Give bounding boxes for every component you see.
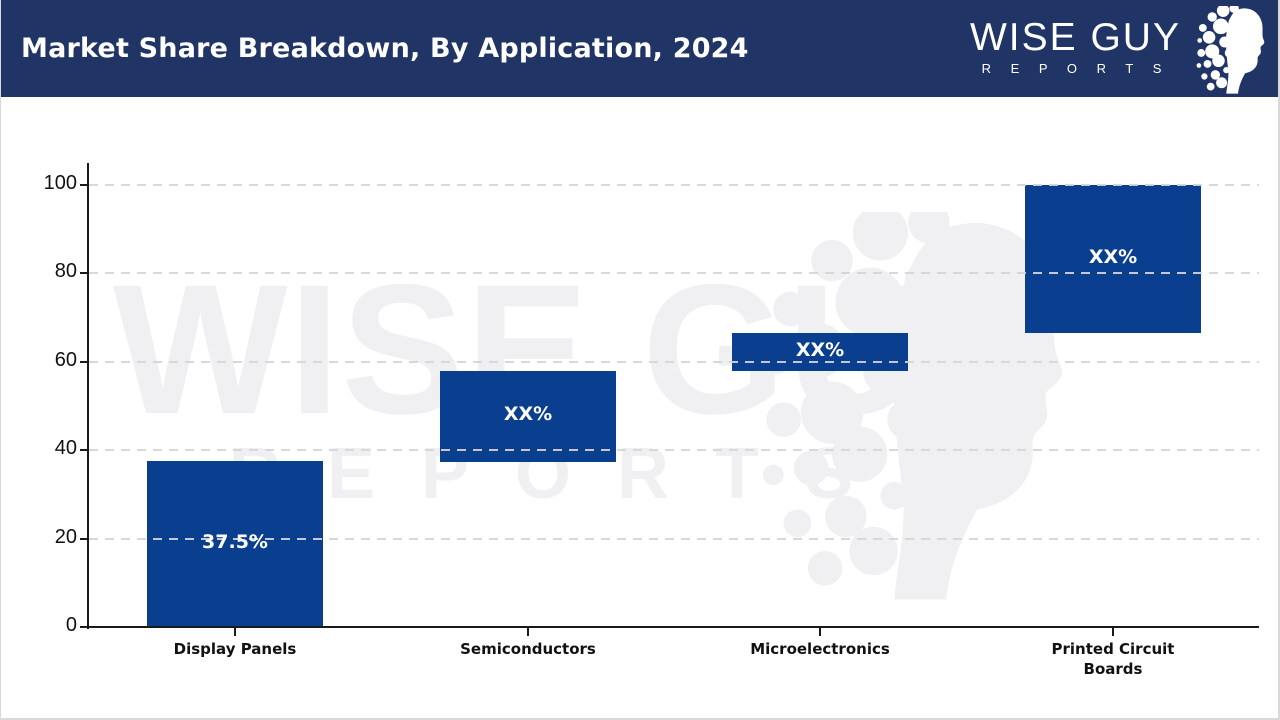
logo-subtitle: R E P O R T S (981, 61, 1170, 76)
x-tick-label: Microelectronics (750, 640, 890, 658)
grid-line (89, 272, 1259, 275)
y-tick-label: 60 (54, 348, 77, 371)
y-tick-label: 0 (65, 614, 77, 636)
x-axis-line (87, 626, 1259, 628)
grid-line (89, 537, 1259, 540)
bar-segment (1025, 185, 1201, 333)
x-tick-label: Printed Circuit Boards (1051, 640, 1175, 678)
logo-name: WISE GUY (969, 16, 1181, 59)
x-axis-tick (234, 628, 236, 636)
wiseguy-logo-text: WISE GUY R E P O R T S (970, 16, 1181, 76)
bar-segment (440, 371, 616, 462)
y-axis-tick (80, 272, 88, 275)
y-axis-tick (80, 537, 88, 540)
wiseguy-logo: WISE GUY R E P O R T S (970, 4, 1269, 94)
y-axis-tick (80, 360, 88, 363)
x-tick-label: Semiconductors (460, 640, 596, 658)
bar-value-label: XX% (795, 339, 845, 361)
y-tick-label: 100 (43, 172, 77, 194)
header-bar: Market Share Breakdown, By Application, … (1, 0, 1278, 97)
y-axis-line (87, 163, 89, 629)
grid-line (89, 184, 1259, 186)
wiseguy-head-logo-icon (1196, 6, 1265, 94)
bar-segment (147, 461, 323, 627)
grid-line (89, 360, 1259, 363)
waterfall-chart: 0 20 40 60 80 100 37.5% Display Panels XX% Semico… (1, 97, 1278, 718)
x-axis-tick (527, 628, 529, 636)
grid-line (89, 449, 1259, 452)
y-axis-tick (80, 184, 88, 186)
x-axis-tick (819, 628, 821, 636)
bar-segment (732, 333, 908, 371)
x-axis-tick (1112, 628, 1114, 636)
bar-value-label: XX% (1088, 246, 1138, 268)
y-axis-tick (80, 449, 88, 452)
x-tick-label: Display Panels (173, 640, 297, 658)
bar-value-label: 37.5% (202, 531, 268, 553)
bar-value-label: XX% (503, 403, 553, 425)
y-axis-tick (80, 626, 88, 628)
page-title: Market Share Breakdown, By Application, … (21, 33, 749, 64)
y-tick-label: 40 (54, 437, 77, 460)
y-tick-label: 20 (54, 525, 77, 548)
y-tick-label: 80 (54, 260, 77, 283)
